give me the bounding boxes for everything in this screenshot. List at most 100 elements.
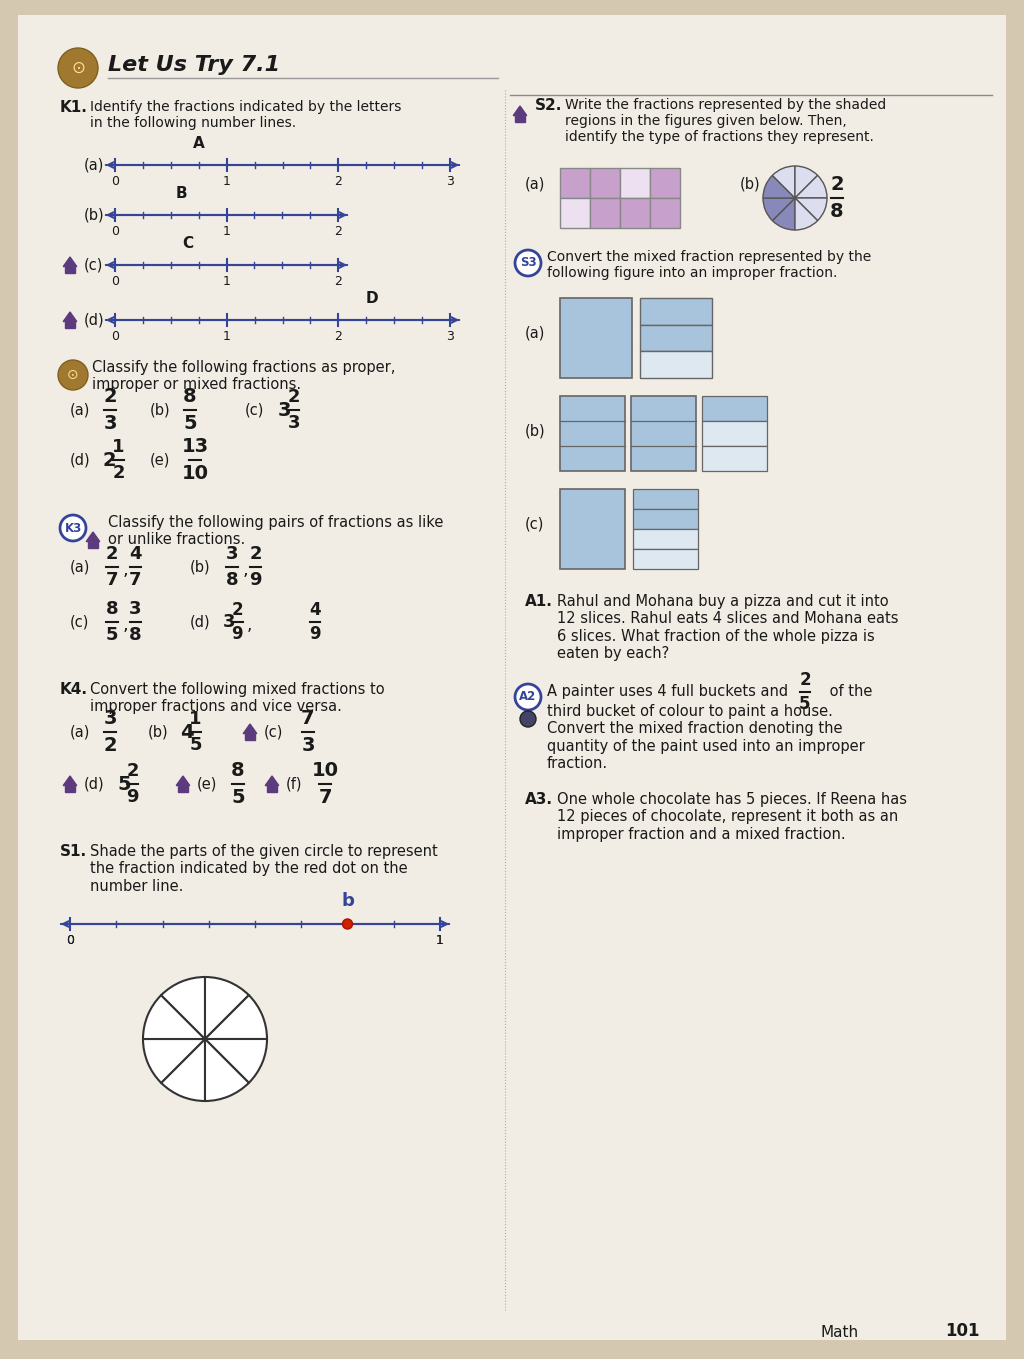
Text: Convert the following mixed fractions to
improper fractions and vice versa.: Convert the following mixed fractions to… [90,682,385,715]
Bar [560,198,590,228]
Bar [560,489,625,569]
Text: 2: 2 [113,463,125,481]
Wedge shape [161,977,205,1040]
Text: Identify the fractions indicated by the letters
in the following number lines.: Identify the fractions indicated by the … [90,101,401,130]
Text: (b): (b) [84,208,104,223]
Text: 101: 101 [945,1322,980,1340]
Text: 0: 0 [66,934,74,947]
Text: 5: 5 [117,775,131,794]
Text: 0: 0 [111,275,119,288]
Bar [66,266,75,273]
Text: One whole chocolate has 5 pieces. If Reena has
12 pieces of chocolate, represent: One whole chocolate has 5 pieces. If Ree… [557,792,907,841]
Text: 9: 9 [231,625,244,643]
Bar [245,734,255,741]
Text: 1: 1 [436,934,444,947]
Text: S2.: S2. [535,98,562,113]
Text: 3: 3 [278,401,292,420]
Text: 0: 0 [66,934,74,947]
Text: 2: 2 [103,735,117,754]
Text: 3: 3 [225,545,239,564]
Bar [633,510,698,529]
Text: 3: 3 [446,330,454,342]
Text: Classify the following pairs of fractions as like: Classify the following pairs of fraction… [108,515,443,530]
Text: (f): (f) [286,776,302,791]
Bar [640,325,712,352]
Text: (a): (a) [70,402,90,417]
Text: 2: 2 [105,545,118,564]
Text: (d): (d) [70,453,91,467]
Text: 9: 9 [309,625,321,643]
Text: 0: 0 [111,175,119,188]
Text: (c): (c) [245,402,264,417]
Text: (a): (a) [525,177,546,192]
Bar [702,395,767,421]
Text: (b): (b) [525,424,546,439]
Text: 3: 3 [223,613,236,631]
Text: (a): (a) [70,560,90,575]
Text: A3.: A3. [525,792,553,807]
Text: (a): (a) [84,158,104,173]
Text: (a): (a) [525,326,546,341]
Text: Write the fractions represented by the shaded
regions in the figures given below: Write the fractions represented by the s… [565,98,886,144]
Text: 2: 2 [288,389,300,406]
Bar [66,786,75,792]
Text: 8: 8 [231,761,245,780]
Text: S3: S3 [520,257,537,269]
Wedge shape [143,995,205,1040]
Bar [88,542,98,549]
Circle shape [60,515,86,541]
Text: 5: 5 [105,625,118,644]
Wedge shape [795,175,827,198]
Text: K1.: K1. [60,101,88,116]
Text: or unlike fractions.: or unlike fractions. [108,531,246,548]
Text: 10: 10 [311,761,339,780]
Bar [702,446,767,472]
Circle shape [520,711,536,727]
Polygon shape [86,531,99,542]
Wedge shape [205,995,267,1040]
Text: (c): (c) [70,614,89,629]
Text: 4: 4 [309,601,321,618]
Text: (d): (d) [84,313,104,328]
Text: 1: 1 [436,934,444,947]
Text: S1.: S1. [60,844,87,859]
Text: 3: 3 [288,413,300,432]
Text: (d): (d) [84,776,104,791]
Text: 1: 1 [113,439,125,457]
Text: 8: 8 [830,202,844,222]
Text: 0: 0 [111,226,119,238]
Wedge shape [795,198,817,230]
Text: K4.: K4. [60,682,88,697]
Bar [267,786,276,792]
Text: 3: 3 [103,709,117,728]
Bar [590,169,620,198]
Bar [650,169,680,198]
Circle shape [58,360,88,390]
Text: 2: 2 [103,387,117,406]
Circle shape [342,919,352,930]
Text: (d): (d) [190,614,211,629]
Text: B: B [176,186,187,201]
Text: 1: 1 [189,711,202,728]
Wedge shape [772,198,795,230]
Bar [515,116,525,122]
Text: 2: 2 [830,175,844,194]
Text: 8: 8 [183,387,197,406]
Text: A2: A2 [519,690,537,704]
Text: 5: 5 [231,788,245,807]
Wedge shape [205,1040,267,1083]
Text: 7: 7 [105,571,118,588]
Text: (c): (c) [264,724,284,739]
Text: K3: K3 [65,522,82,534]
Text: 10: 10 [181,463,209,482]
Polygon shape [265,776,279,786]
Text: 2: 2 [334,275,342,288]
Text: (b): (b) [150,402,171,417]
Text: (e): (e) [197,776,217,791]
Bar [650,198,680,228]
Text: 2: 2 [103,450,117,469]
Text: 8: 8 [225,571,239,588]
Text: 2: 2 [334,226,342,238]
Bar [560,395,625,472]
Text: 2: 2 [335,175,342,188]
